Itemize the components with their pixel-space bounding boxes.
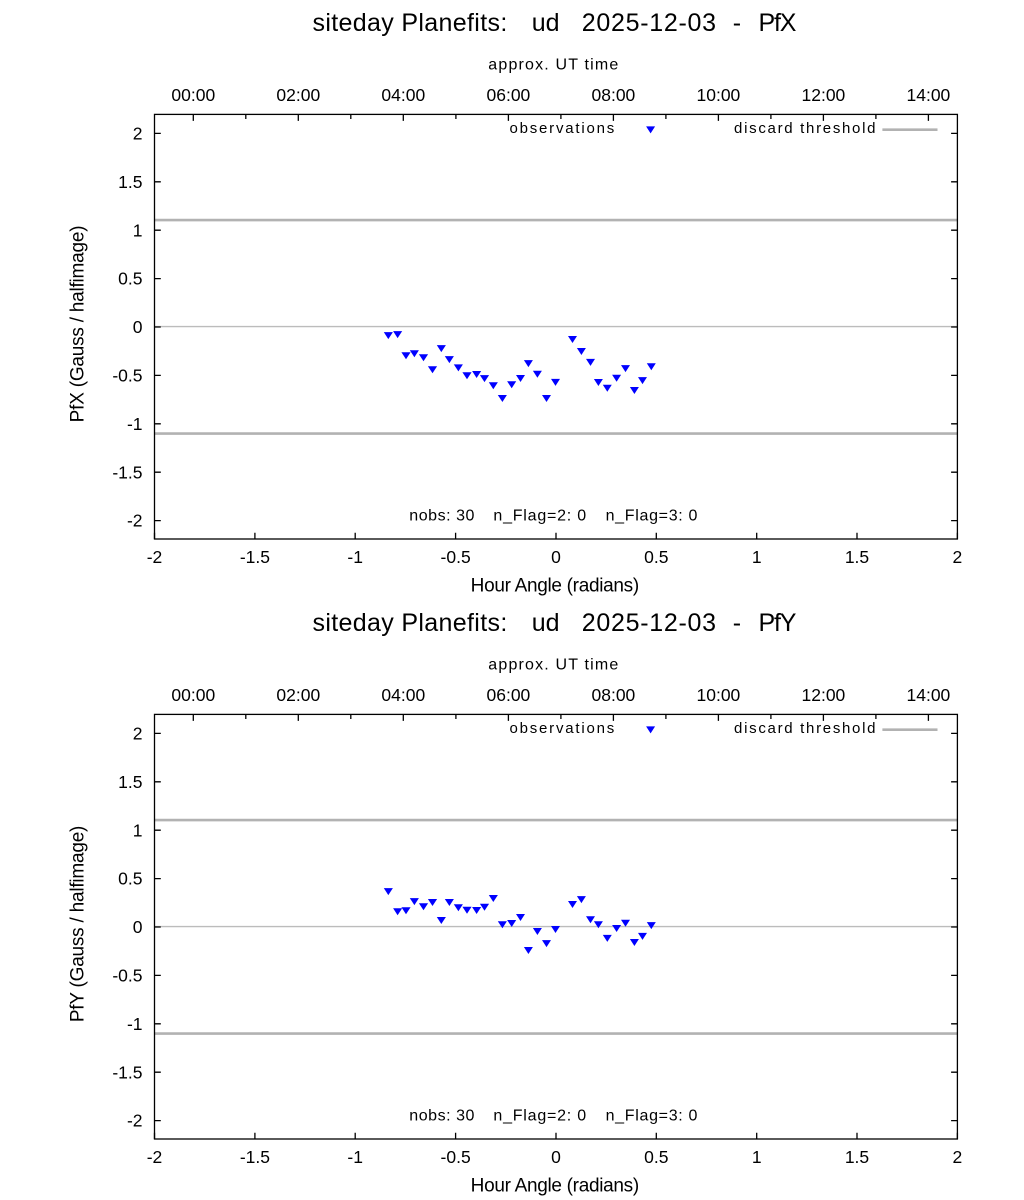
svg-text:14:00: 14:00	[907, 685, 951, 705]
svg-text:-0.5: -0.5	[112, 966, 142, 986]
svg-text:-2: -2	[127, 1111, 143, 1131]
svg-text:2: 2	[953, 547, 963, 567]
svg-text:Hour Angle (radians): Hour Angle (radians)	[471, 576, 639, 597]
svg-text:-2: -2	[147, 1147, 163, 1167]
svg-text:1: 1	[133, 220, 143, 240]
svg-text:discard threshold: discard threshold	[734, 720, 877, 737]
svg-text:2: 2	[133, 124, 143, 144]
svg-text:08:00: 08:00	[592, 85, 636, 105]
svg-text:-2: -2	[127, 511, 143, 531]
svg-text:0: 0	[133, 917, 143, 937]
svg-text:nobs: 30n_Flag=2: 0n_Flag=3: 0: nobs: 30 n_Flag=2: 0 n_Flag=3: 0	[409, 1107, 698, 1124]
svg-text:0: 0	[133, 317, 143, 337]
svg-text:10:00: 10:00	[697, 85, 741, 105]
svg-text:06:00: 06:00	[487, 685, 531, 705]
svg-text:0.5: 0.5	[118, 869, 142, 889]
svg-text:-1.5: -1.5	[240, 1147, 270, 1167]
svg-text:2: 2	[953, 1147, 963, 1167]
svg-text:nobs: 30n_Flag=2: 0n_Flag=3: 0: nobs: 30 n_Flag=2: 0 n_Flag=3: 0	[409, 507, 698, 524]
svg-text:00:00: 00:00	[171, 685, 215, 705]
svg-text:1.5: 1.5	[118, 172, 142, 192]
svg-text:0.5: 0.5	[644, 1147, 668, 1167]
svg-text:1: 1	[133, 820, 143, 840]
svg-text:04:00: 04:00	[381, 85, 425, 105]
svg-text:02:00: 02:00	[276, 85, 320, 105]
svg-text:0: 0	[551, 547, 561, 567]
svg-text:Hour Angle (radians): Hour Angle (radians)	[471, 1176, 639, 1197]
svg-text:-1: -1	[127, 414, 143, 434]
svg-text:-1: -1	[347, 547, 363, 567]
svg-text:04:00: 04:00	[381, 685, 425, 705]
svg-text:12:00: 12:00	[802, 85, 846, 105]
svg-text:0.5: 0.5	[118, 269, 142, 289]
svg-text:PfY (Gauss / halfimage): PfY (Gauss / halfimage)	[68, 826, 89, 1022]
svg-text:1: 1	[752, 1147, 762, 1167]
svg-text:-0.5: -0.5	[112, 366, 142, 386]
svg-text:-1.5: -1.5	[112, 462, 142, 482]
svg-text:1.5: 1.5	[118, 772, 142, 792]
svg-text:PfX (Gauss / halfimage): PfX (Gauss / halfimage)	[68, 226, 89, 423]
svg-text:discard threshold: discard threshold	[734, 120, 877, 137]
svg-text:-2: -2	[147, 547, 163, 567]
svg-text:approx. UT time: approx. UT time	[488, 657, 619, 674]
svg-text:-1.5: -1.5	[112, 1062, 142, 1082]
svg-text:12:00: 12:00	[802, 685, 846, 705]
svg-text:-1.5: -1.5	[240, 547, 270, 567]
svg-text:00:00: 00:00	[171, 85, 215, 105]
svg-text:0: 0	[551, 1147, 561, 1167]
svg-text:2: 2	[133, 724, 143, 744]
svg-text:06:00: 06:00	[487, 85, 531, 105]
svg-text:02:00: 02:00	[276, 685, 320, 705]
svg-text:1.5: 1.5	[845, 547, 869, 567]
svg-text:-0.5: -0.5	[441, 547, 471, 567]
svg-text:08:00: 08:00	[592, 685, 636, 705]
svg-text:0.5: 0.5	[644, 547, 668, 567]
svg-text:1.5: 1.5	[845, 1147, 869, 1167]
svg-text:1: 1	[752, 547, 762, 567]
svg-text:-0.5: -0.5	[441, 1147, 471, 1167]
svg-text:14:00: 14:00	[907, 85, 951, 105]
svg-text:observations: observations	[509, 720, 616, 737]
svg-text:-1: -1	[127, 1014, 143, 1034]
svg-text:10:00: 10:00	[697, 685, 741, 705]
svg-text:-1: -1	[347, 1147, 363, 1167]
svg-text:observations: observations	[509, 120, 616, 137]
svg-text:approx. UT time: approx. UT time	[488, 57, 619, 74]
